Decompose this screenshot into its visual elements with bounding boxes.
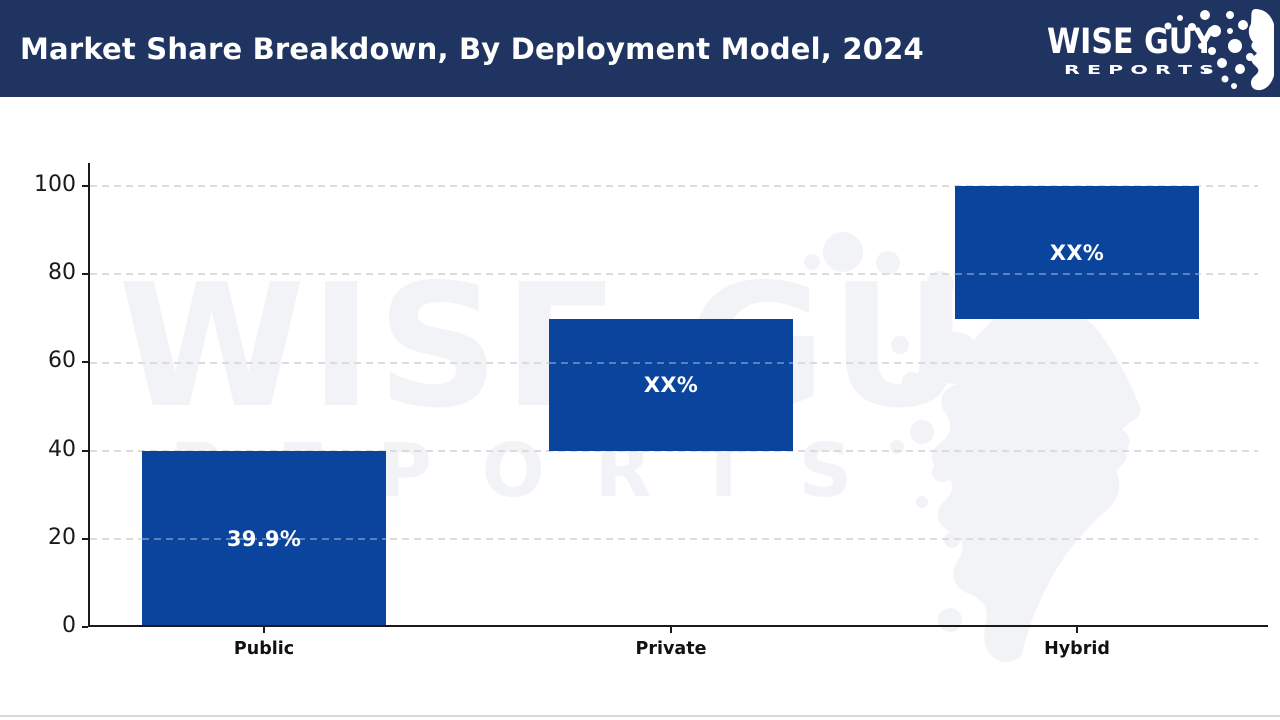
gridline-40: [90, 450, 1258, 452]
bar-value-label-private: XX%: [643, 373, 699, 397]
y-tick: [82, 538, 88, 540]
x-tick-public: [263, 627, 265, 633]
y-tick: [82, 361, 88, 363]
bar-private: XX%: [549, 319, 793, 451]
category-label-public: Public: [233, 639, 295, 659]
header-banner: Market Share Breakdown, By Deployment Mo…: [0, 0, 1280, 97]
x-axis-line: [88, 625, 1268, 627]
wise-guy-reports-logo: WISE GUY R E P O R T S: [1047, 9, 1274, 91]
chart-title: Market Share Breakdown, By Deployment Mo…: [20, 31, 924, 66]
y-tick-label-80: 80: [48, 260, 76, 285]
y-tick-label-20: 20: [48, 525, 76, 550]
y-tick-label-100: 100: [34, 172, 76, 197]
y-tick: [82, 450, 88, 452]
logo-reports-text: R E P O R T S: [1064, 63, 1214, 77]
gridline-20: [90, 538, 1258, 540]
page-bottom-border: [0, 715, 1280, 717]
y-tick: [82, 273, 88, 275]
x-tick-hybrid: [1076, 627, 1078, 633]
gridline-over-bar: [955, 273, 1199, 275]
gridline-100: [90, 185, 1258, 187]
gridline-over-bar: [142, 538, 386, 540]
y-axis-line: [88, 163, 90, 627]
bar-value-label-public: 39.9%: [226, 527, 302, 551]
category-label-private: Private: [635, 639, 707, 659]
y-tick-label-0: 0: [62, 613, 76, 638]
bar-public: 39.9%: [142, 451, 386, 627]
logo-face-profile: [1248, 9, 1274, 91]
watermark-face-profile: [932, 296, 1141, 662]
x-tick-private: [670, 627, 672, 633]
gridline-over-bar: [549, 362, 793, 364]
bar-value-label-hybrid: XX%: [1049, 240, 1105, 265]
bar-hybrid: XX%: [955, 186, 1199, 319]
gridline-80: [90, 273, 1258, 275]
logo-dots: [1164, 10, 1254, 89]
y-tick: [82, 185, 88, 187]
y-tick-label-60: 60: [48, 348, 76, 373]
y-tick: [82, 626, 88, 628]
category-label-hybrid: Hybrid: [1044, 639, 1110, 659]
y-tick-label-40: 40: [48, 437, 76, 462]
